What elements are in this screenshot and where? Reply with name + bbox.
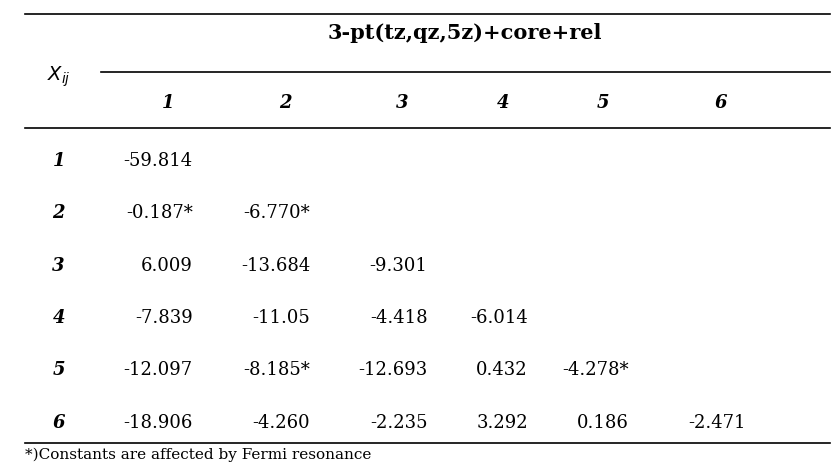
Text: -0.187*: -0.187* — [126, 204, 193, 222]
Text: 6: 6 — [715, 94, 727, 111]
Text: 4: 4 — [497, 94, 509, 111]
Text: -2.235: -2.235 — [370, 414, 427, 432]
Text: 2: 2 — [53, 204, 65, 222]
Text: -12.693: -12.693 — [358, 362, 427, 379]
Text: -11.05: -11.05 — [252, 309, 310, 327]
Text: 6: 6 — [53, 414, 65, 432]
Text: -8.185*: -8.185* — [243, 362, 310, 379]
Text: 4: 4 — [53, 309, 65, 327]
Text: 0.186: 0.186 — [577, 414, 628, 432]
Text: -18.906: -18.906 — [123, 414, 193, 432]
Text: 1: 1 — [162, 94, 173, 111]
Text: 2: 2 — [279, 94, 291, 111]
Text: 6.009: 6.009 — [141, 257, 193, 274]
Text: 3: 3 — [396, 94, 408, 111]
Text: -6.770*: -6.770* — [243, 204, 310, 222]
Text: 0.432: 0.432 — [476, 362, 528, 379]
Text: -12.097: -12.097 — [124, 362, 193, 379]
Text: -4.418: -4.418 — [370, 309, 427, 327]
Text: -2.471: -2.471 — [688, 414, 746, 432]
Text: 3-pt(tz,qz,5z)+core+rel: 3-pt(tz,qz,5z)+core+rel — [328, 23, 603, 42]
Text: 5: 5 — [53, 362, 65, 379]
Text: *)Constants are affected by Fermi resonance: *)Constants are affected by Fermi resona… — [25, 447, 371, 461]
Text: 3: 3 — [53, 257, 65, 274]
Text: -7.839: -7.839 — [135, 309, 193, 327]
Text: -59.814: -59.814 — [124, 152, 193, 170]
Text: 5: 5 — [597, 94, 609, 111]
Text: 1: 1 — [53, 152, 65, 170]
Text: -4.278*: -4.278* — [561, 362, 628, 379]
Text: -6.014: -6.014 — [470, 309, 528, 327]
Text: -4.260: -4.260 — [252, 414, 310, 432]
Text: 3.292: 3.292 — [476, 414, 528, 432]
Text: -13.684: -13.684 — [241, 257, 310, 274]
Text: -9.301: -9.301 — [370, 257, 427, 274]
Text: $X_{ij}$: $X_{ij}$ — [47, 65, 70, 89]
